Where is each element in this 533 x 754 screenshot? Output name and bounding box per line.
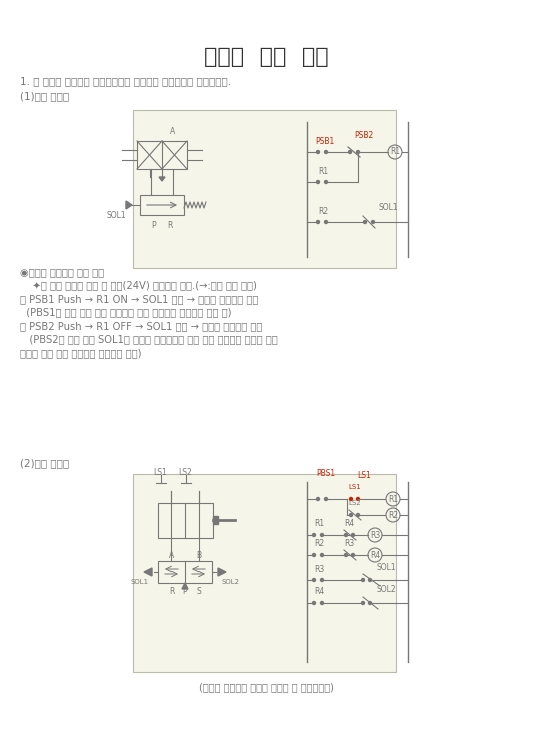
Text: PBS1: PBS1: [317, 470, 336, 479]
Circle shape: [368, 602, 372, 605]
Text: ㉯ PSB2 Push → R1 OFF → SOL1 소자 → 실런더 좌측으로 이동: ㉯ PSB2 Push → R1 OFF → SOL1 소자 → 실런더 좌측으…: [20, 321, 262, 331]
Text: R2: R2: [314, 540, 324, 548]
Circle shape: [325, 498, 327, 501]
Text: PSB1: PSB1: [316, 136, 335, 146]
Text: A: A: [169, 551, 174, 560]
Text: R1: R1: [390, 148, 400, 157]
Text: P: P: [152, 220, 156, 229]
Circle shape: [357, 498, 359, 501]
Text: R: R: [167, 220, 173, 229]
Text: PSB2: PSB2: [354, 131, 374, 140]
Polygon shape: [182, 583, 188, 589]
Circle shape: [312, 578, 316, 581]
Circle shape: [344, 534, 348, 537]
Circle shape: [344, 553, 348, 556]
Text: (1)단동 실런더: (1)단동 실런더: [20, 91, 69, 101]
Text: 1. 각 실험의 회로도와 시퀀스회로를 이해하고 작동순서를 서술하시오.: 1. 각 실험의 회로도와 시퀀스회로를 이해하고 작동순서를 서술하시오.: [20, 76, 231, 86]
Text: S: S: [196, 587, 201, 596]
Polygon shape: [126, 201, 132, 209]
Circle shape: [351, 553, 354, 556]
Text: ◉단동식 실런더의 작동 순서: ◉단동식 실런더의 작동 순서: [20, 267, 104, 277]
Text: LS1: LS1: [154, 468, 167, 477]
Bar: [158, 561, 212, 583]
Text: A: A: [171, 127, 176, 136]
Text: (복동식 실린더의 공기압 회보도 및 전기회로도): (복동식 실린더의 공기압 회보도 및 전기회로도): [199, 682, 334, 692]
Bar: [213, 516, 217, 524]
Circle shape: [350, 498, 352, 501]
Text: SOL2: SOL2: [221, 579, 239, 585]
Text: LS2: LS2: [349, 500, 361, 506]
Text: SOL2: SOL2: [376, 586, 396, 594]
Circle shape: [361, 578, 365, 581]
Circle shape: [317, 180, 319, 183]
Circle shape: [325, 151, 327, 154]
Text: SOL1: SOL1: [106, 210, 126, 219]
Circle shape: [357, 513, 359, 516]
Circle shape: [317, 498, 319, 501]
Circle shape: [357, 151, 359, 154]
Text: R3: R3: [370, 531, 380, 540]
Text: R2: R2: [388, 510, 398, 520]
Circle shape: [312, 553, 316, 556]
Polygon shape: [218, 568, 226, 576]
Text: 스프링 힘에 의해 실런더는 좌측으로 이동): 스프링 힘에 의해 실런더는 좌측으로 이동): [20, 348, 141, 358]
Text: R3: R3: [344, 540, 354, 548]
Bar: [140, 195, 184, 215]
Text: ㉮ PSB1 Push → R1 ON → SOL1 여자 → 실런더 우측으로 이동: ㉮ PSB1 Push → R1 ON → SOL1 여자 → 실런더 우측으로…: [20, 294, 259, 304]
Text: 공기압  제어  실험: 공기압 제어 실험: [204, 47, 329, 67]
Text: R1: R1: [314, 520, 324, 529]
Text: (PBS2를 누를 경우 SOL1에 전류가 오른쪽으로 밀던 힘이 없어지고 실런더 내의: (PBS2를 누를 경우 SOL1에 전류가 오른쪽으로 밀던 힘이 없어지고 …: [20, 335, 278, 345]
Polygon shape: [159, 177, 165, 181]
Text: ✦선 모든 회로를 결선 후 전원(24V) 공급기를 켠다.(→:전류 흐름 방향): ✦선 모든 회로를 결선 후 전원(24V) 공급기를 켠다.(→:전류 흐름 …: [20, 280, 257, 290]
Circle shape: [351, 534, 354, 537]
Text: (2)복동 실런더: (2)복동 실런더: [20, 458, 69, 468]
Circle shape: [312, 534, 316, 537]
Text: SOL1: SOL1: [378, 204, 398, 213]
Circle shape: [350, 513, 352, 516]
Circle shape: [361, 602, 365, 605]
Circle shape: [320, 534, 324, 537]
Text: R4: R4: [314, 587, 324, 596]
Text: R1: R1: [388, 495, 398, 504]
Circle shape: [364, 220, 367, 223]
Circle shape: [312, 602, 316, 605]
Circle shape: [320, 578, 324, 581]
Circle shape: [317, 220, 319, 223]
Text: R4: R4: [370, 550, 380, 559]
Circle shape: [320, 553, 324, 556]
Text: LS2: LS2: [179, 468, 192, 477]
Bar: [133, 474, 396, 672]
Circle shape: [368, 578, 372, 581]
Circle shape: [320, 602, 324, 605]
Text: LS1: LS1: [349, 484, 361, 490]
Text: B: B: [196, 551, 201, 560]
Circle shape: [325, 180, 327, 183]
Circle shape: [349, 151, 351, 154]
Text: LS1: LS1: [357, 471, 371, 480]
Text: SOL1: SOL1: [131, 579, 149, 585]
Text: (PBS1를 한번 누를 경우 실런더는 계속 우측으로 이동상태 유지 함): (PBS1를 한번 누를 경우 실런더는 계속 우측으로 이동상태 유지 함): [20, 308, 231, 317]
Text: R4: R4: [344, 520, 354, 529]
Polygon shape: [144, 568, 152, 576]
Bar: [157, 502, 213, 538]
Text: R: R: [169, 587, 174, 596]
Text: R2: R2: [318, 207, 328, 216]
Text: SOL1: SOL1: [376, 562, 396, 572]
Bar: [133, 110, 396, 268]
Circle shape: [372, 220, 375, 223]
Text: P: P: [183, 587, 187, 596]
Circle shape: [325, 220, 327, 223]
Circle shape: [317, 151, 319, 154]
Bar: [137, 141, 187, 169]
Text: R3: R3: [314, 565, 324, 574]
Text: R1: R1: [318, 167, 328, 176]
